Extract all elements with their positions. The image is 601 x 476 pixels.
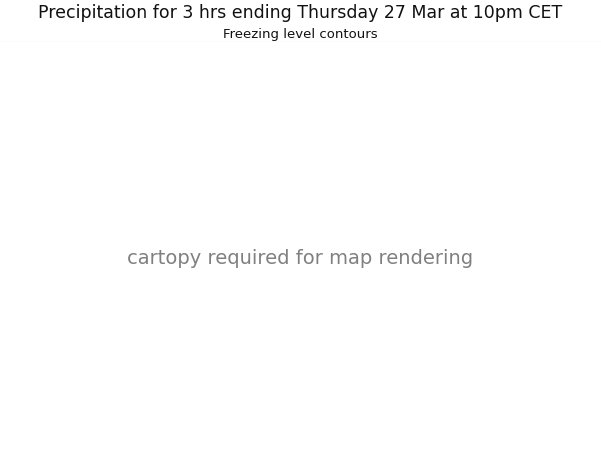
Text: cartopy required for map rendering: cartopy required for map rendering — [127, 249, 474, 268]
Text: Precipitation for 3 hrs ending Thursday 27 Mar at 10pm CET: Precipitation for 3 hrs ending Thursday … — [38, 3, 563, 21]
Text: Freezing level contours: Freezing level contours — [223, 28, 378, 41]
